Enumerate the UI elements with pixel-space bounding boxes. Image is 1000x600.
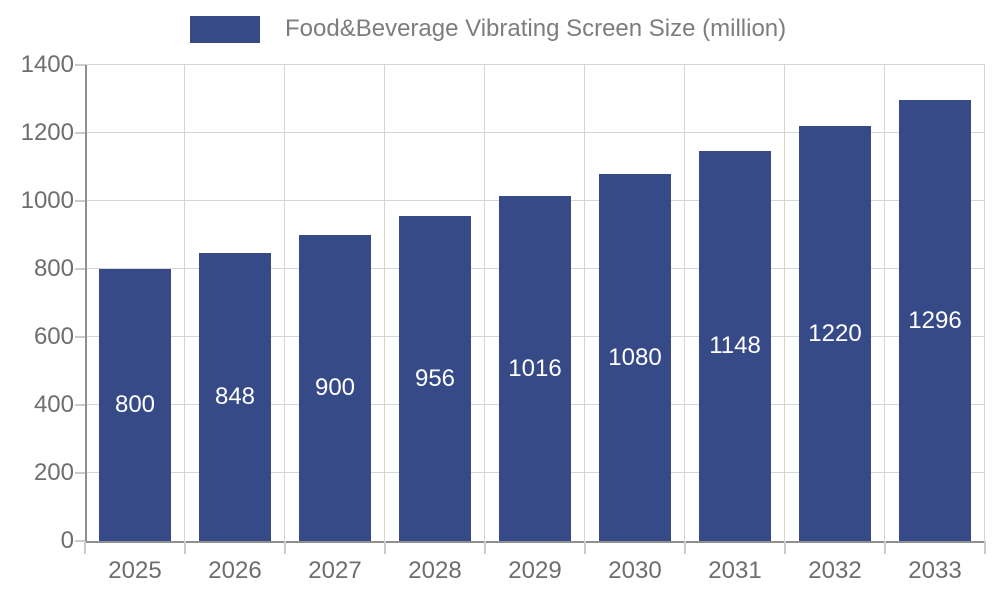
gridline-vertical [684, 65, 685, 541]
x-tick-mark [84, 541, 86, 554]
bar-value-label: 1080 [608, 343, 662, 371]
y-tick-label: 1400 [20, 51, 74, 78]
x-tick-mark [984, 541, 986, 554]
y-tick-label: 0 [60, 527, 74, 554]
y-tick-label: 200 [33, 459, 74, 486]
bar-value-label: 1148 [709, 332, 761, 359]
bar: 1220 [799, 126, 871, 541]
x-tick-label: 2026 [208, 557, 262, 584]
y-tick-label: 800 [33, 255, 74, 282]
bar-value-label: 900 [314, 374, 356, 401]
x-tick-mark [784, 541, 786, 554]
x-tick-label: 2032 [808, 557, 862, 584]
y-tick-label: 1000 [20, 187, 74, 214]
y-axis-line [85, 65, 87, 541]
bar-value-label: 1220 [808, 319, 862, 347]
bar: 800 [99, 269, 171, 541]
bar-value-label: 956 [414, 364, 456, 392]
legend-label: Food&Beverage Vibrating Screen Size (mil… [285, 15, 787, 42]
y-tick-mark [75, 132, 85, 134]
x-tick-mark [184, 541, 186, 554]
x-tick-mark [284, 541, 286, 554]
bar: 1016 [499, 196, 571, 541]
gridline-vertical [884, 65, 885, 541]
x-tick-label: 2027 [308, 557, 362, 584]
gridline-vertical [484, 65, 485, 541]
y-tick-label: 1200 [20, 119, 74, 146]
gridline-vertical [984, 65, 985, 541]
y-tick-mark [75, 472, 85, 474]
bar: 848 [199, 253, 271, 541]
x-axis-line [85, 541, 985, 543]
y-tick-mark [75, 268, 85, 270]
x-tick-label: 2031 [708, 557, 762, 584]
y-tick-label: 400 [33, 391, 74, 418]
bar: 956 [399, 216, 471, 541]
chart-legend: Food&Beverage Vibrating Screen Size (mil… [190, 14, 786, 44]
x-tick-label: 2030 [608, 557, 662, 584]
bar-value-label: 1296 [908, 306, 962, 334]
gridline-horizontal [85, 64, 985, 65]
x-tick-label: 2033 [908, 557, 962, 584]
y-tick-mark [75, 540, 85, 542]
bar-value-label: 1016 [508, 354, 562, 382]
bar: 1296 [899, 100, 971, 541]
bar: 1080 [599, 174, 671, 541]
y-tick-mark [75, 64, 85, 66]
x-tick-mark [684, 541, 686, 554]
gridline-vertical [784, 65, 785, 541]
bar-value-label: 800 [114, 391, 156, 418]
plot-area: 800 848 900 956 1016 1080 1148 1220 1296 [85, 64, 985, 543]
y-tick-label: 600 [33, 323, 74, 350]
gridline-horizontal [85, 132, 985, 133]
y-tick-mark [75, 404, 85, 406]
gridline-vertical [284, 65, 285, 541]
bar-value-label: 848 [214, 383, 256, 410]
x-tick-mark [884, 541, 886, 554]
x-tick-mark [584, 541, 586, 554]
gridline-vertical [584, 65, 585, 541]
x-tick-label: 2028 [408, 557, 462, 584]
gridline-vertical [184, 65, 185, 541]
bar: 900 [299, 235, 371, 541]
x-tick-mark [484, 541, 486, 554]
y-tick-mark [75, 336, 85, 338]
x-tick-label: 2025 [108, 557, 162, 584]
x-tick-label: 2029 [508, 557, 562, 584]
x-tick-mark [384, 541, 386, 554]
bar: 1148 [699, 151, 771, 541]
legend-swatch [190, 15, 261, 43]
y-tick-mark [75, 200, 85, 202]
gridline-vertical [384, 65, 385, 541]
